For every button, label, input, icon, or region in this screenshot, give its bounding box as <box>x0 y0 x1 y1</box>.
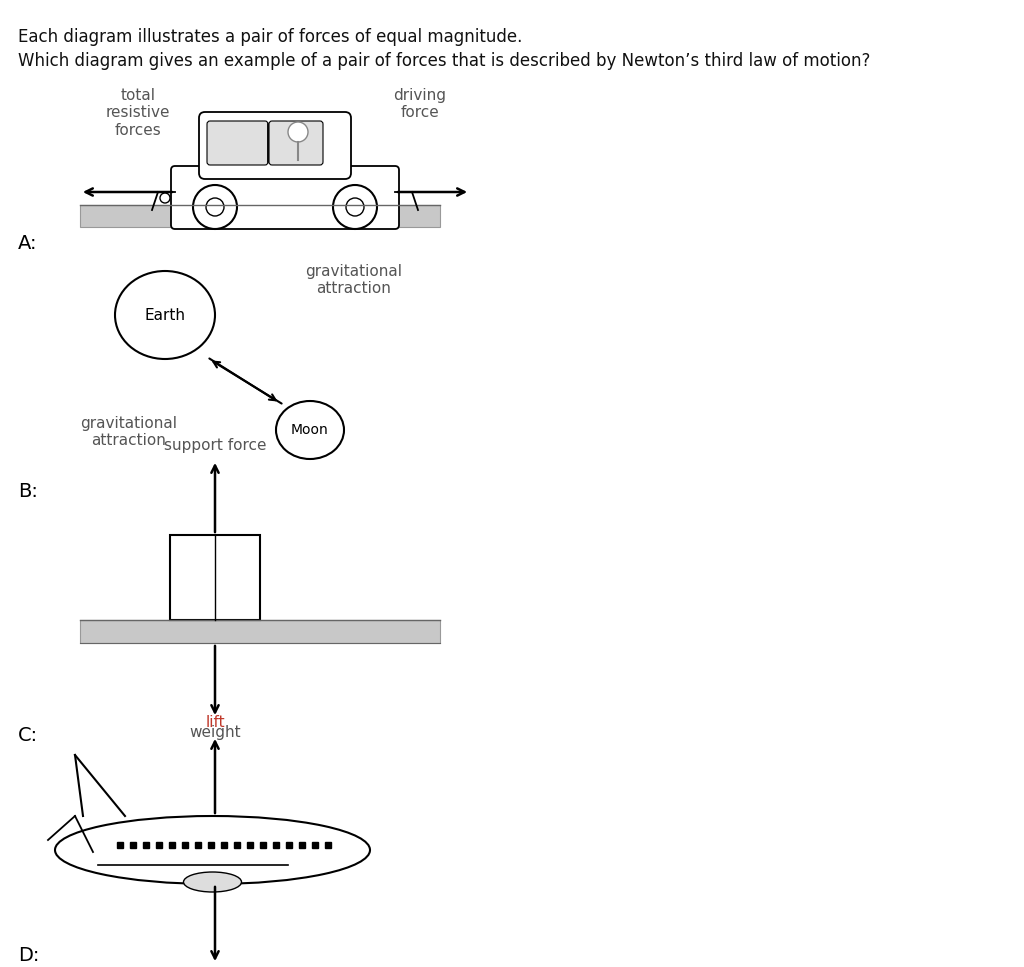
Ellipse shape <box>55 816 370 884</box>
Text: total
resistive
forces: total resistive forces <box>105 88 170 138</box>
FancyBboxPatch shape <box>207 121 268 165</box>
Bar <box>170 535 260 620</box>
Text: Earth: Earth <box>144 308 185 323</box>
Bar <box>80 205 440 227</box>
Bar <box>80 620 440 643</box>
Circle shape <box>193 185 237 229</box>
Text: Each diagram illustrates a pair of forces of equal magnitude.: Each diagram illustrates a pair of force… <box>18 28 522 46</box>
Text: C:: C: <box>18 726 38 745</box>
Text: Which diagram gives an example of a pair of forces that is described by Newton’s: Which diagram gives an example of a pair… <box>18 52 870 70</box>
Ellipse shape <box>276 401 344 459</box>
Ellipse shape <box>115 271 215 359</box>
Text: A:: A: <box>18 234 38 253</box>
Circle shape <box>288 122 308 142</box>
Circle shape <box>206 198 224 216</box>
FancyBboxPatch shape <box>269 121 323 165</box>
Text: support force: support force <box>164 438 266 453</box>
Ellipse shape <box>183 872 242 892</box>
Text: Moon: Moon <box>291 423 329 437</box>
Text: lift: lift <box>205 715 225 730</box>
Circle shape <box>333 185 377 229</box>
Circle shape <box>346 198 364 216</box>
Circle shape <box>160 193 170 203</box>
Text: gravitational
attraction: gravitational attraction <box>80 416 177 448</box>
FancyBboxPatch shape <box>199 112 351 179</box>
Text: gravitational
attraction: gravitational attraction <box>305 264 402 296</box>
FancyBboxPatch shape <box>171 166 399 229</box>
Text: B:: B: <box>18 482 38 501</box>
Text: weight: weight <box>189 725 241 740</box>
Text: driving
force: driving force <box>393 88 446 121</box>
Text: D:: D: <box>18 946 39 965</box>
